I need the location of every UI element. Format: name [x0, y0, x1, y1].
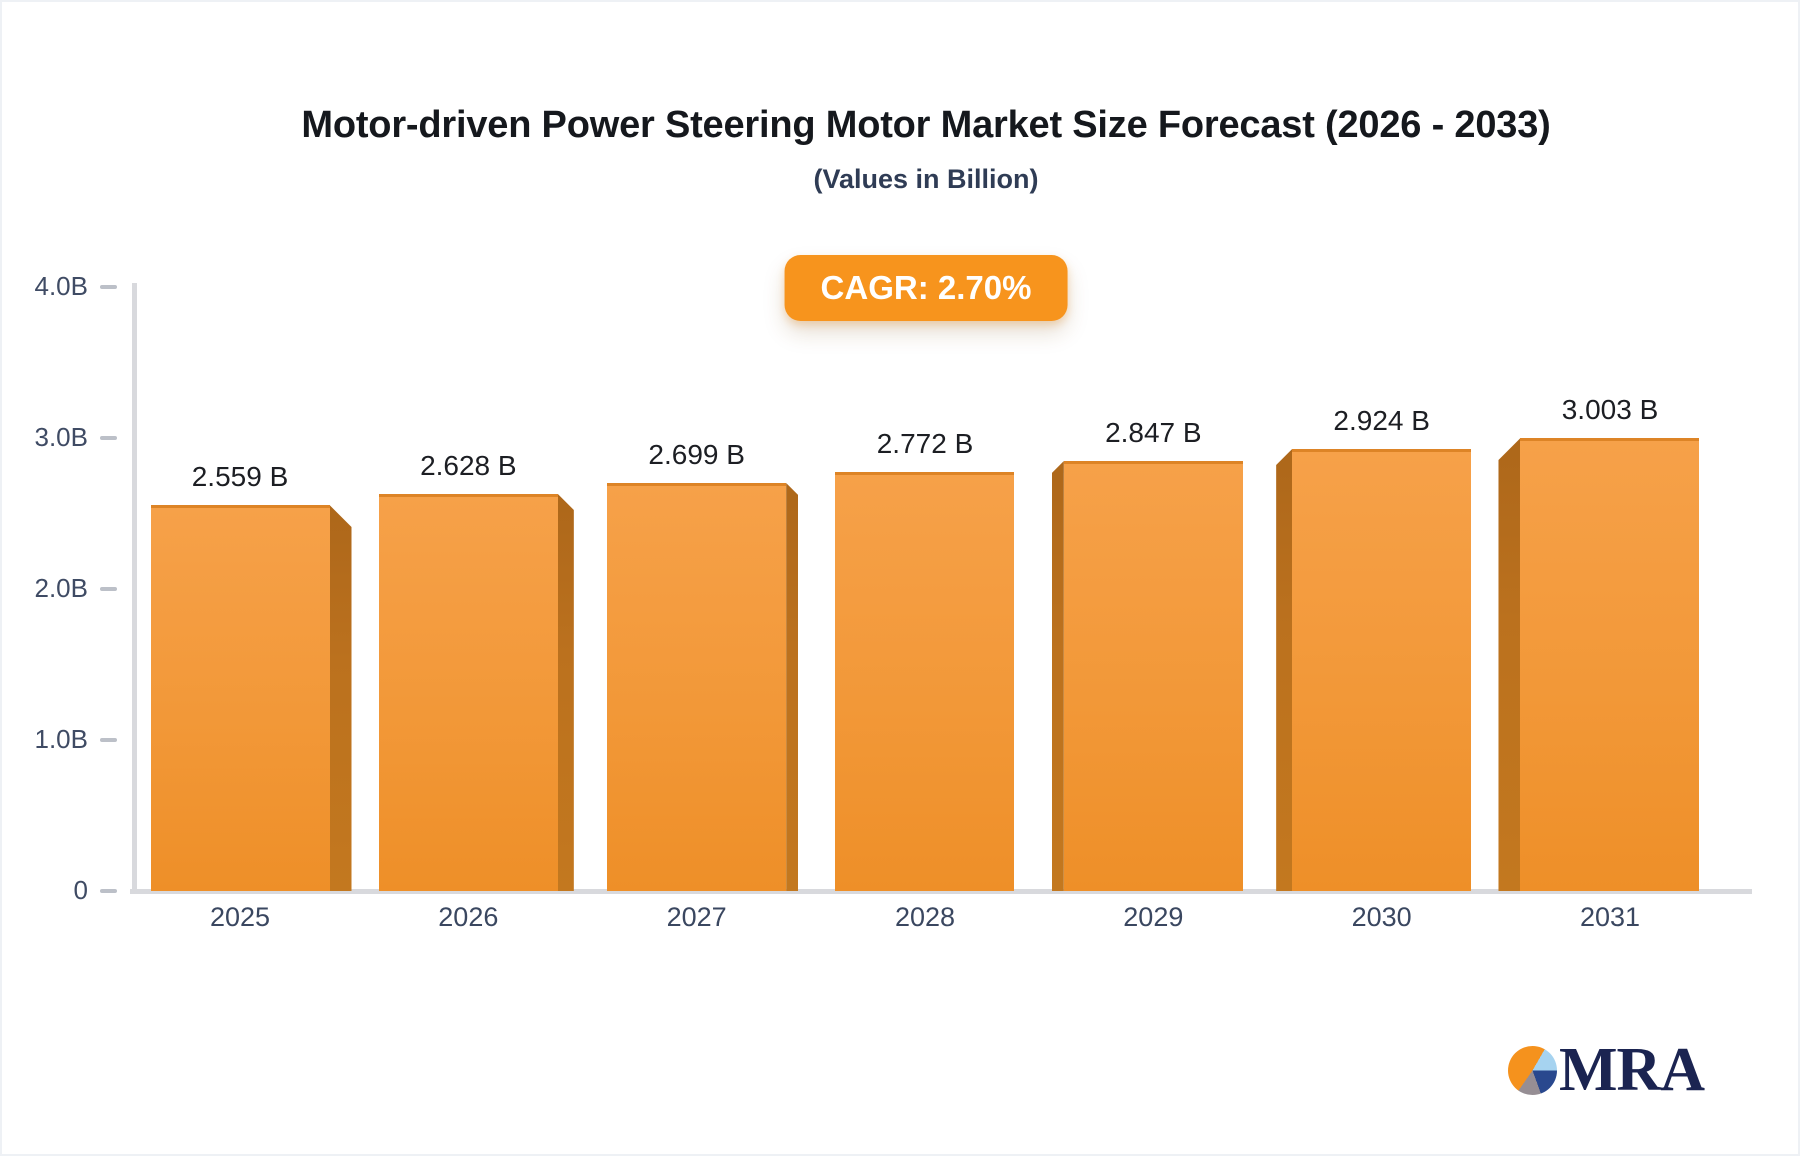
y-tick-0	[100, 889, 117, 893]
bar-2026	[378, 494, 558, 891]
bar-2026-side	[557, 494, 574, 891]
x-axis-label-2031: 2031	[1579, 902, 1641, 932]
bar-2027-side	[786, 483, 799, 891]
bar-value-label-2025: 2.559 B	[191, 461, 289, 492]
x-axis-label-2028: 2028	[894, 902, 956, 932]
bar-2031-side	[1498, 438, 1521, 891]
x-axis-label-2027: 2027	[666, 902, 727, 932]
y-tick-1.0B	[100, 738, 117, 742]
y-tick-label-2.0B: 2.0B	[34, 573, 89, 603]
chart-subtitle: (Values in Billion)	[813, 164, 1039, 194]
bar-2025	[150, 505, 330, 891]
x-axis-label-2029: 2029	[1123, 902, 1184, 932]
bar-value-label-2026: 2.628 B	[420, 450, 517, 481]
pie-chart-logo-icon	[1508, 1046, 1557, 1095]
bar-value-label-2031: 3.003 B	[1561, 394, 1659, 425]
y-tick-label-3.0B: 3.0B	[34, 422, 89, 452]
y-axis-line	[132, 283, 137, 893]
bar-2030-side	[1276, 449, 1293, 891]
bar-2030	[1292, 449, 1472, 891]
y-tick-label-4.0B: 4.0B	[34, 271, 89, 301]
bar-2029-side	[1051, 461, 1064, 891]
y-tick-3.0B	[100, 436, 117, 440]
cagr-badge: CAGR: 2.70%	[784, 255, 1068, 321]
bar-2029	[1063, 461, 1243, 891]
y-tick-4.0B	[100, 285, 117, 289]
bar-2027	[607, 483, 787, 891]
bar-2031	[1520, 438, 1700, 891]
brand-logo-text: MRA	[1559, 1036, 1705, 1104]
x-axis-label-2030: 2030	[1351, 902, 1412, 932]
x-axis-label-2026: 2026	[438, 902, 499, 932]
bar-value-label-2028: 2.772 B	[876, 428, 974, 459]
x-axis-line	[130, 889, 1752, 894]
bar-value-label-2027: 2.699 B	[648, 439, 745, 470]
bar-value-label-2030: 2.924 B	[1333, 405, 1430, 436]
brand-logo: MRA	[1508, 1036, 1705, 1104]
bar-2028	[835, 472, 1015, 891]
y-tick-2.0B	[100, 587, 117, 591]
chart-title: Motor-driven Power Steering Motor Market…	[301, 104, 1551, 146]
chart-header: Motor-driven Power Steering Motor Market…	[132, 104, 1720, 195]
x-axis-label-2025: 2025	[209, 902, 271, 932]
bar-value-label-2029: 2.847 B	[1105, 417, 1202, 448]
y-tick-label-0: 0	[73, 875, 88, 905]
bar-2025-side	[329, 505, 352, 891]
y-tick-label-1.0B: 1.0B	[34, 724, 89, 754]
